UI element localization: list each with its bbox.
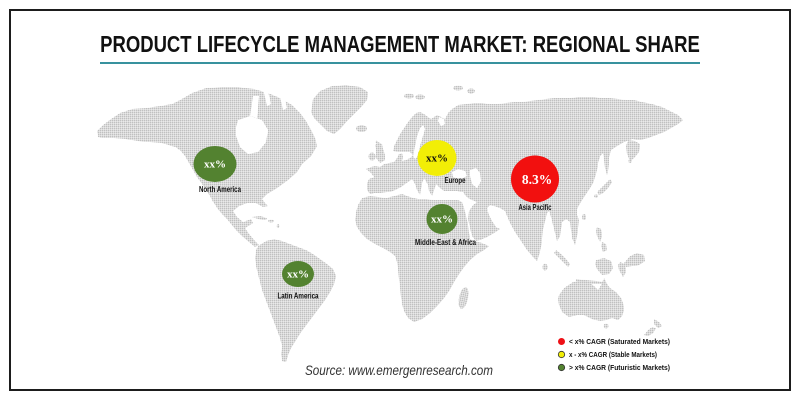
svg-text:xx%: xx% [287, 269, 309, 281]
svg-text:North America: North America [199, 185, 241, 194]
svg-text:Europe: Europe [445, 176, 466, 185]
svg-text:Asia Pacific: Asia Pacific [519, 203, 552, 212]
svg-text:xx%: xx% [426, 153, 448, 165]
svg-text:< x% CAGR (Saturated Markets): < x% CAGR (Saturated Markets) [569, 337, 670, 346]
svg-text:> x% CAGR (Futuristic Markets): > x% CAGR (Futuristic Markets) [569, 363, 670, 372]
svg-text:Source: www.emergenresearch.co: Source: www.emergenresearch.com [305, 362, 493, 378]
svg-text:xx%: xx% [204, 159, 226, 171]
svg-text:8.3%: 8.3% [522, 172, 552, 187]
svg-text:Middle-East & Africa: Middle-East & Africa [415, 238, 476, 247]
svg-text:Latin America: Latin America [278, 292, 319, 301]
svg-text:xx%: xx% [431, 214, 453, 226]
svg-text:x - x% CAGR (Stable Markets): x - x% CAGR (Stable Markets) [569, 350, 657, 359]
